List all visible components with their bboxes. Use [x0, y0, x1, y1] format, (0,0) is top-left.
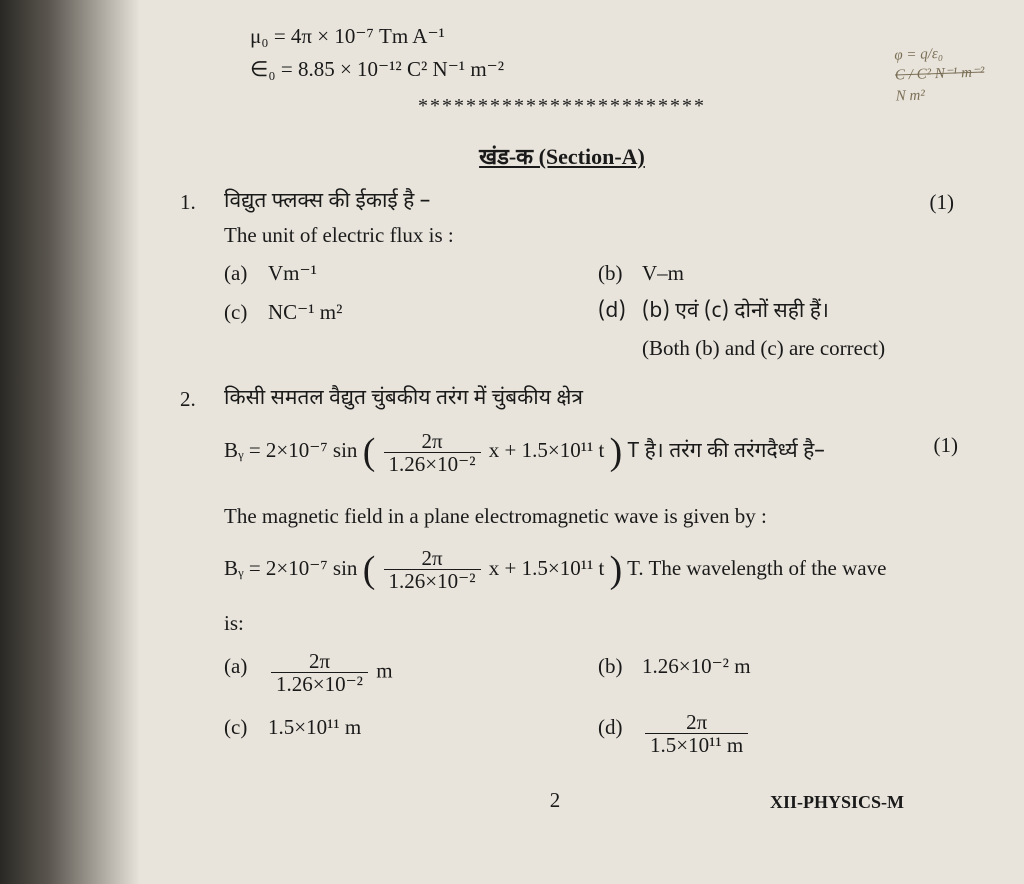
eq-fraction: 2π 1.26×10⁻²	[384, 547, 481, 592]
opt-d-den: 1.5×10¹¹ m	[645, 734, 748, 756]
q2-equation-eng: Bᵧ = 2×10⁻⁷ sin ( 2π 1.26×10⁻² x + 1.5×1…	[224, 541, 944, 600]
eq-xplus: x + 1.5×10¹¹ t	[489, 556, 605, 580]
q1-both-correct: (Both (b) and (c) are correct)	[598, 332, 944, 365]
eq-xplus: x + 1.5×10¹¹ t	[489, 439, 605, 463]
q2-opt-a: (a) 2π 1.26×10⁻² m	[224, 650, 570, 695]
q1-number: 1.	[180, 186, 206, 219]
opt-a-unit: m	[371, 658, 393, 682]
open-paren: (	[363, 431, 376, 473]
eq-fraction: 2π 1.26×10⁻²	[384, 430, 481, 475]
scribble-line-3: N m²	[895, 83, 985, 106]
q1-hindi: विद्युत फ्लक्स की ईकाई है –	[224, 186, 944, 219]
opt-value: 2π 1.26×10⁻² m	[268, 650, 393, 695]
q2-marks: (1)	[934, 429, 959, 462]
q2-eng-tail: T. The wavelength of the wave	[627, 556, 886, 580]
opt-label: (b)	[598, 257, 632, 290]
eq-prefix: Bᵧ = 2×10⁻⁷ sin	[224, 556, 357, 580]
open-paren: (	[363, 549, 376, 591]
opt-label: (c)	[224, 711, 258, 756]
opt-a-num: 2π	[271, 650, 368, 673]
opt-label: (d)	[598, 296, 632, 329]
q2-equation-hindi: Bᵧ = 2×10⁻⁷ sin ( 2π 1.26×10⁻² x + 1.5×1…	[224, 423, 944, 482]
q2-number: 2.	[180, 383, 206, 416]
q1-english: The unit of electric flux is :	[224, 219, 944, 252]
q1-opt-a: (a) Vm⁻¹	[224, 257, 570, 290]
eq-num: 2π	[384, 547, 481, 570]
opt-value: 2π 1.5×10¹¹ m	[645, 711, 748, 756]
scribble-line-2: C / C² N⁻¹ m⁻²	[894, 63, 984, 86]
opt-text: (b) एवं (c) दोनों सही हैं।	[642, 296, 829, 329]
opt-text: V–m	[642, 257, 684, 290]
q1-marks: (1)	[930, 186, 955, 219]
opt-text: 1.5×10¹¹ m	[268, 711, 361, 756]
eq-num: 2π	[384, 430, 481, 453]
section-heading: खंड-क (Section-A)	[180, 140, 944, 174]
q1-opt-d: (d) (b) एवं (c) दोनों सही हैं।	[598, 296, 944, 329]
q2-options: (a) 2π 1.26×10⁻² m (b) 1.26×10⁻² m (c) 1…	[224, 650, 944, 756]
q1-options: (a) Vm⁻¹ (b) V–m (c) NC⁻¹ m² (d) (b) एवं…	[224, 257, 944, 365]
eq-den: 1.26×10⁻²	[384, 570, 481, 592]
opt-label: (b)	[598, 650, 632, 695]
page-shadow	[0, 0, 140, 884]
opt-d-num: 2π	[645, 711, 748, 734]
opt-label: (c)	[224, 296, 258, 329]
q2-is: is:	[224, 607, 944, 640]
question-2: 2. किसी समतल वैद्युत चुंबकीय तरंग में चु…	[180, 383, 944, 756]
q2-english-intro: The magnetic field in a plane electromag…	[224, 500, 944, 533]
opt-text: Vm⁻¹	[268, 257, 317, 290]
q2-opt-d: (d) 2π 1.5×10¹¹ m	[598, 711, 944, 756]
opt-text: NC⁻¹ m²	[268, 296, 342, 329]
mu0-line: μ₀ = 4π × 10⁻⁷ Tm A⁻¹	[250, 20, 944, 53]
page-footer: 2 XII-PHYSICS-M	[180, 784, 944, 817]
q2-opt-b: (b) 1.26×10⁻² m	[598, 650, 944, 695]
close-paren: )	[610, 549, 623, 591]
q1-opt-b: (b) V–m	[598, 257, 944, 290]
handwritten-scribble: φ = q/ε₀ C / C² N⁻¹ m⁻² N m²	[894, 42, 985, 106]
opt-text: 1.26×10⁻² m	[642, 650, 751, 695]
opt-label: (d)	[598, 711, 632, 756]
constants-block: μ₀ = 4π × 10⁻⁷ Tm A⁻¹ ∈₀ = 8.85 × 10⁻¹² …	[250, 20, 944, 85]
eq-prefix: Bᵧ = 2×10⁻⁷ sin	[224, 439, 357, 463]
opt-label: (a)	[224, 650, 258, 695]
opt-label: (a)	[224, 257, 258, 290]
document-code: XII-PHYSICS-M	[770, 789, 904, 817]
q2-hindi-tail: T है। तरंग की तरंगदैर्ध्य है–	[627, 439, 824, 467]
q1-opt-c: (c) NC⁻¹ m²	[224, 296, 570, 329]
eps0-line: ∈₀ = 8.85 × 10⁻¹² C² N⁻¹ m⁻²	[250, 53, 944, 86]
opt-a-den: 1.26×10⁻²	[271, 673, 368, 695]
page-number: 2	[340, 784, 770, 817]
question-1: (1) 1. विद्युत फ्लक्स की ईकाई है – The u…	[180, 186, 944, 365]
close-paren: )	[610, 431, 623, 473]
separator: ************************	[180, 91, 944, 122]
q2-opt-c: (c) 1.5×10¹¹ m	[224, 711, 570, 756]
q2-hindi: किसी समतल वैद्युत चुंबकीय तरंग में चुंबक…	[224, 383, 944, 416]
eq-den: 1.26×10⁻²	[384, 453, 481, 475]
